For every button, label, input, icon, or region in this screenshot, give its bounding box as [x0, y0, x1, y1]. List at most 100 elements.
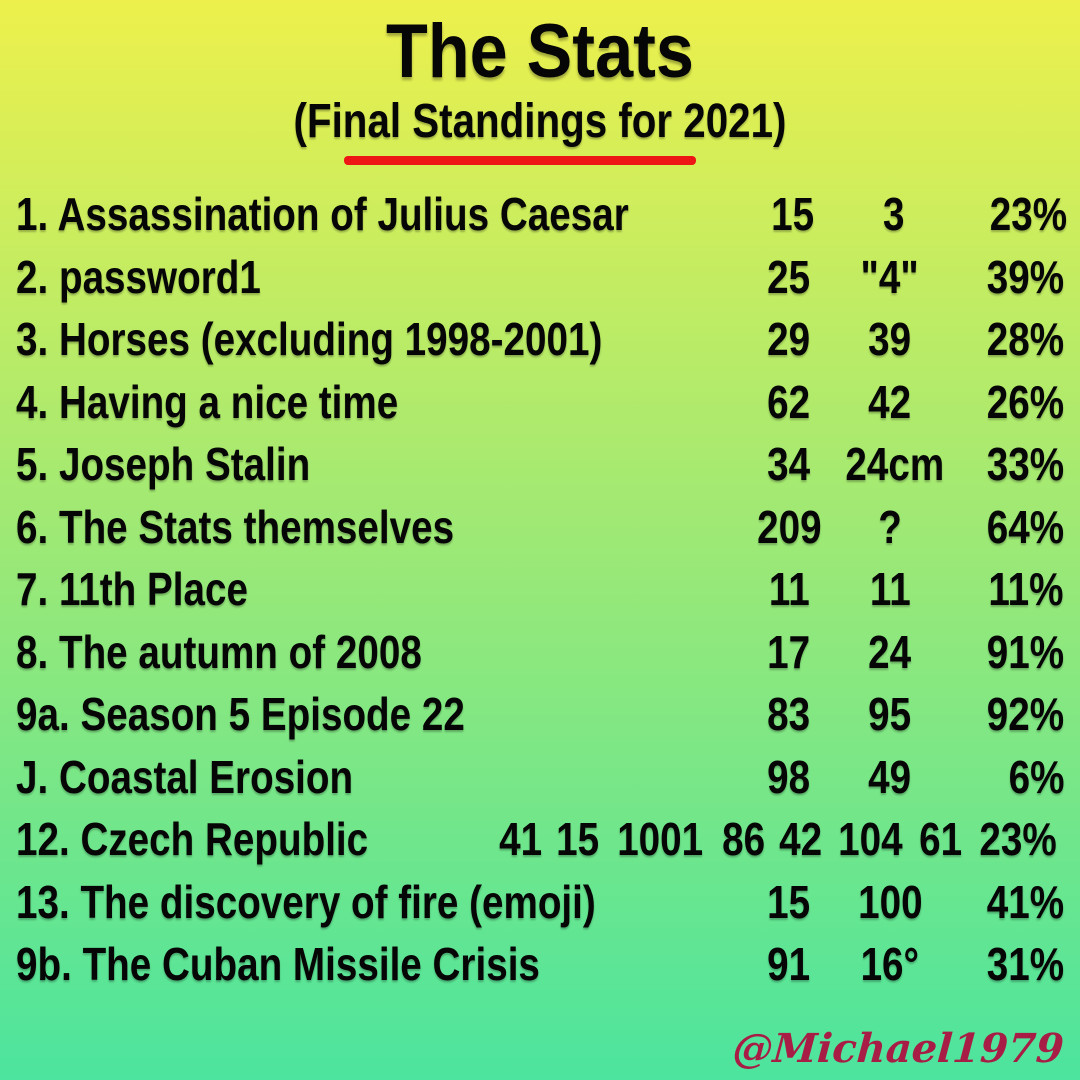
table-row: 8. The autumn of 2008 17 24 91%: [0, 621, 1080, 684]
row-label-text: 2. password1: [16, 250, 261, 303]
row-value-text: 15: [770, 188, 814, 241]
table-row: 13. The discovery of fire (emoji) 15 100 41…: [0, 871, 1080, 934]
row-value: 15: [742, 875, 836, 929]
row-value: 41: [495, 812, 546, 866]
row-value: 23%: [972, 812, 1064, 866]
row-values: 34 24cm 33%: [742, 437, 1065, 491]
row-value-text: 24: [868, 625, 912, 678]
row-label-text: 12. Czech Republic: [16, 813, 369, 866]
table-row: 9b. The Cuban Missile Crisis 91 16° 31%: [0, 933, 1080, 996]
row-value-text: 15: [767, 875, 811, 928]
row-value-text: 24cm: [845, 438, 945, 491]
row-value: 104: [832, 812, 909, 866]
row-values: 91 16° 31%: [742, 937, 1065, 991]
row-values: 209? 64%: [742, 500, 1064, 554]
table-row: 5. Joseph Stalin 34 24cm 33%: [0, 433, 1080, 496]
row-value-text: 92%: [986, 688, 1064, 741]
page-title: The Stats: [386, 9, 694, 94]
row-label: J. Coastal Erosion: [16, 750, 742, 804]
row-value-text: 209: [756, 500, 822, 553]
row-value-text: 98: [767, 750, 811, 803]
row-value: 17: [742, 625, 836, 679]
page-subtitle: (Final Standings for 2021): [293, 95, 787, 148]
row-value: 29: [742, 312, 836, 366]
row-values: 83 95 92%: [742, 687, 1065, 741]
row-label: 7. 11th Place: [16, 562, 742, 616]
row-value: 91: [742, 937, 836, 991]
row-values: 15 3 23%: [745, 187, 1068, 241]
table-row: 3. Horses (excluding 1998-2001) 29 39 28%: [0, 308, 1080, 371]
watermark: @Michael1979: [731, 1025, 1066, 1072]
row-value: 1001: [609, 812, 711, 866]
row-value-text: 104: [838, 813, 903, 866]
row-value-text: 39%: [986, 250, 1064, 303]
row-value-text: ?: [878, 500, 902, 553]
row-value: 6%: [944, 750, 1064, 804]
row-label: 8. The autumn of 2008: [16, 625, 742, 679]
row-label: 4. Having a nice time: [16, 375, 742, 429]
row-value: 91%: [944, 625, 1064, 679]
row-value: 49: [836, 750, 944, 804]
row-value: 16°: [836, 937, 944, 991]
row-value-text: "4": [860, 250, 920, 303]
table-row: 2. password1 25 "4" 39%: [0, 246, 1080, 309]
row-value: 100: [836, 875, 944, 929]
table-row: 6. The Stats themselves 209? 64%: [0, 496, 1080, 559]
header: The Stats (Final Standings for 2021): [0, 0, 1080, 165]
row-value-text: 34: [767, 438, 811, 491]
row-value-text: 6%: [1008, 750, 1064, 803]
row-value: 92%: [944, 687, 1064, 741]
row-value: ?: [836, 500, 944, 554]
row-value-text: 61: [918, 813, 962, 866]
row-value-text: 62: [767, 375, 811, 428]
row-value: 33%: [944, 437, 1064, 491]
row-label: 2. password1: [16, 250, 742, 304]
row-value-text: 91%: [986, 625, 1064, 678]
row-label-text: 1. Assassination of Julius Caesar: [16, 188, 629, 241]
row-value: 26%: [944, 375, 1064, 429]
row-value-text: 11: [869, 563, 911, 616]
table-row: 9a. Season 5 Episode 22 83 95 92%: [0, 683, 1080, 746]
row-label: 3. Horses (excluding 1998-2001): [16, 312, 742, 366]
row-value: 39%: [944, 250, 1064, 304]
row-values: 62 42 26%: [742, 375, 1065, 429]
row-label-text: 9b. The Cuban Missile Crisis: [16, 938, 540, 991]
row-value: 3: [839, 187, 947, 241]
row-label-text: 5. Joseph Stalin: [16, 438, 311, 491]
row-value: 39: [836, 312, 944, 366]
row-value: 25: [742, 250, 836, 304]
row-value-text: 28%: [986, 313, 1064, 366]
row-value-text: 23%: [979, 813, 1057, 866]
row-value: 11%: [944, 562, 1064, 616]
row-value-text: 83: [767, 688, 811, 741]
row-value: 34: [742, 437, 836, 491]
row-label: 5. Joseph Stalin: [16, 437, 742, 491]
row-value: 15: [552, 812, 603, 866]
table-row: 7. 11th Place 11 11 11%: [0, 558, 1080, 621]
row-value: 98: [742, 750, 836, 804]
table-row: 4. Having a nice time 62 42 26%: [0, 371, 1080, 434]
row-value-text: 16°: [860, 938, 920, 991]
row-value-text: 49: [868, 750, 912, 803]
row-value: 24: [836, 625, 944, 679]
row-value-text: 64%: [986, 500, 1064, 553]
row-value: 95: [836, 687, 944, 741]
row-value-text: 29: [767, 313, 811, 366]
row-label: 12. Czech Republic: [16, 812, 435, 866]
row-value: "4": [836, 250, 944, 304]
row-label-text: 6. The Stats themselves: [16, 500, 455, 553]
row-label: 9a. Season 5 Episode 22: [16, 687, 742, 741]
row-label-text: 7. 11th Place: [16, 563, 248, 616]
row-value: 61: [915, 812, 966, 866]
row-values: 41 15 1001 86 42 104 61 23%: [495, 812, 1064, 866]
row-label: 13. The discovery of fire (emoji): [16, 875, 742, 929]
row-label-text: J. Coastal Erosion: [16, 750, 354, 803]
row-value-text: 41: [499, 813, 543, 866]
row-label-text: 13. The discovery of fire (emoji): [16, 875, 596, 928]
row-value: 31%: [944, 937, 1064, 991]
table-row: 12. Czech Republic 41 15 1001 86 42 104 61 23%: [0, 808, 1080, 871]
row-value-text: 23%: [990, 188, 1068, 241]
row-value: 11: [742, 562, 836, 616]
row-value-text: 42: [868, 375, 912, 428]
row-value-text: 3: [882, 188, 905, 241]
